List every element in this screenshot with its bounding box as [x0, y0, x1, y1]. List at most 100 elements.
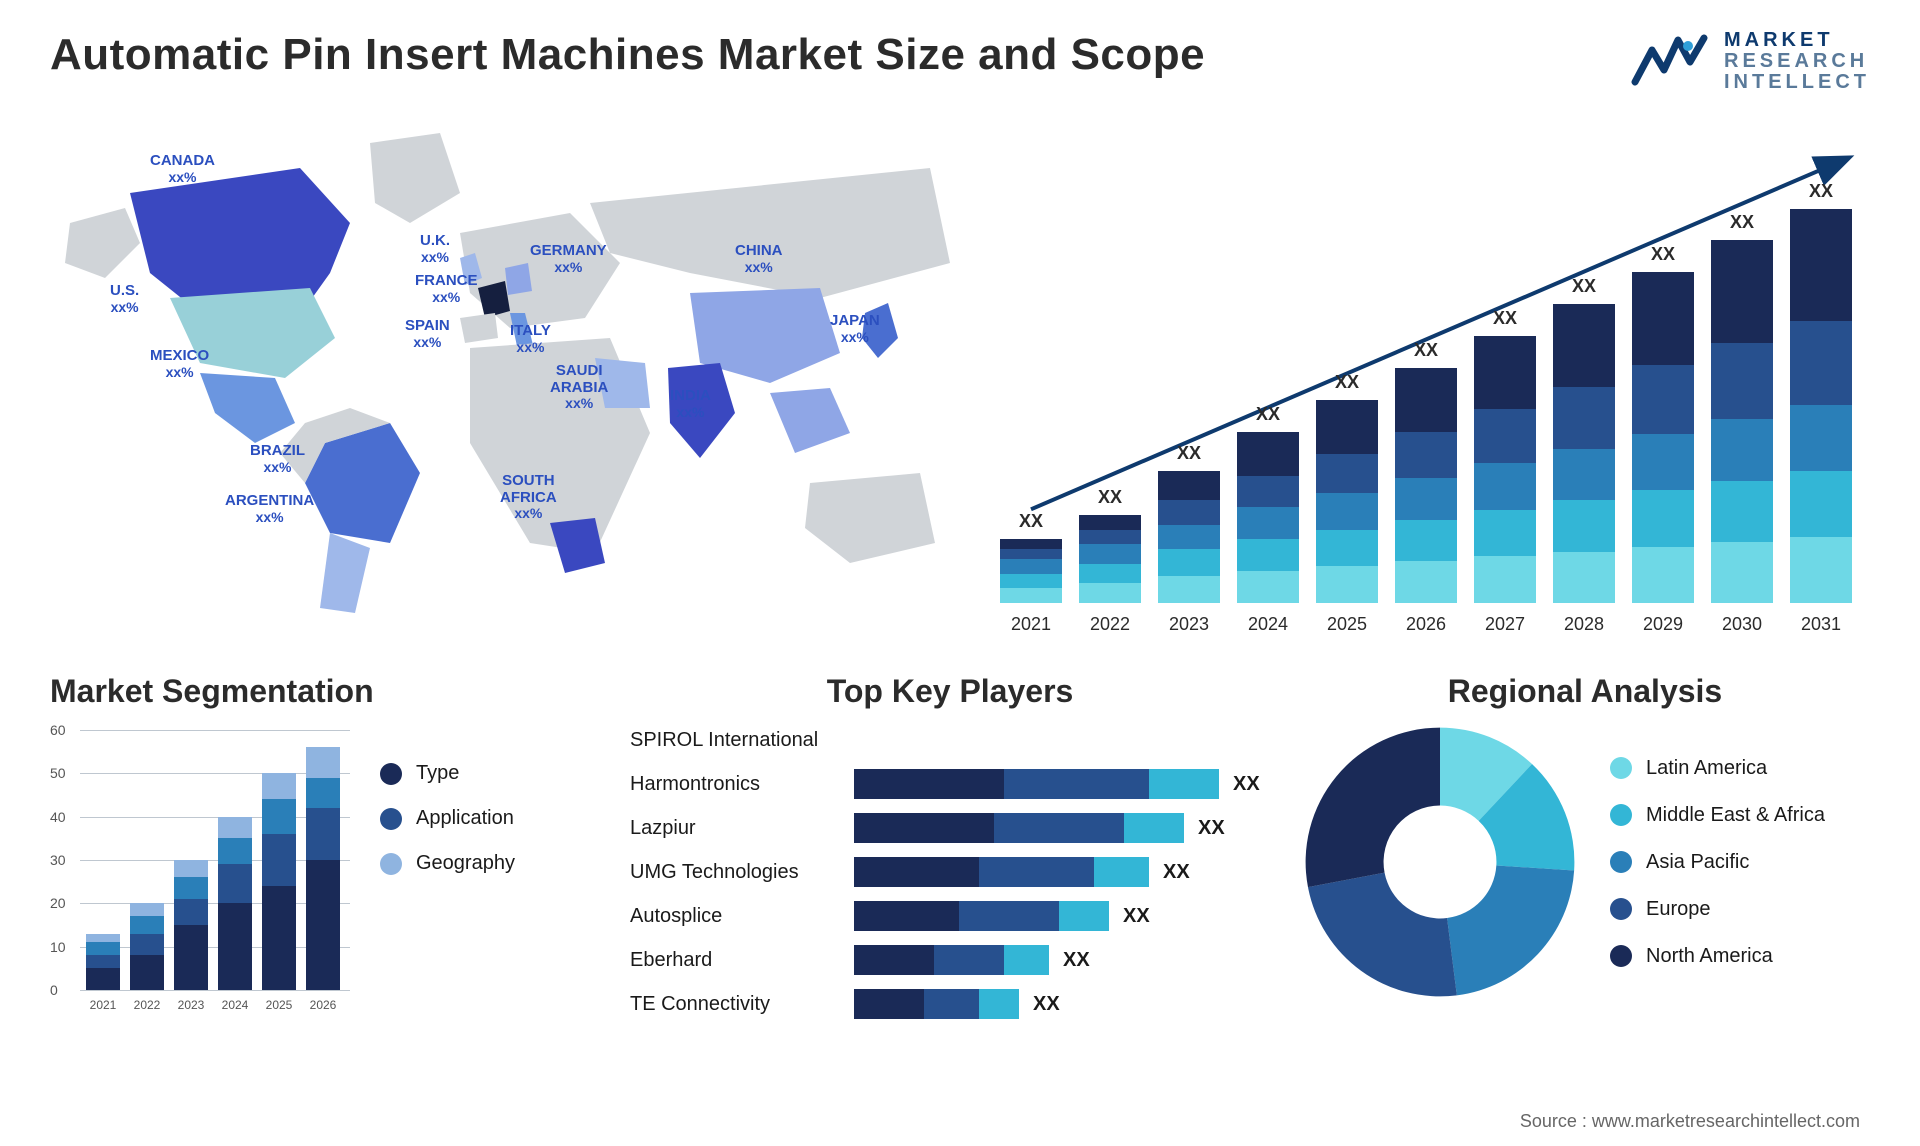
big-bar-year: 2028 — [1553, 614, 1615, 635]
player-bar-seg — [854, 901, 959, 931]
map-label-china: CHINAxx% — [735, 243, 783, 275]
seg-gridline — [80, 990, 350, 991]
legend-label: Geography — [416, 852, 515, 875]
big-bar-seg — [1474, 510, 1536, 557]
source-label: Source : www.marketresearchintellect.com — [1520, 1111, 1860, 1132]
big-bar-seg — [1079, 564, 1141, 584]
country-south-africa — [550, 518, 605, 573]
player-row: AutospliceXX — [630, 898, 1250, 934]
player-row: EberhardXX — [630, 942, 1250, 978]
big-bar-value: XX — [1790, 181, 1852, 202]
big-bar-value: XX — [1395, 340, 1457, 361]
big-bar-year: 2024 — [1237, 614, 1299, 635]
big-bar-seg — [1237, 571, 1299, 603]
player-bar-seg — [854, 857, 979, 887]
big-bar-seg — [1395, 561, 1457, 603]
player-bar — [854, 769, 1219, 799]
big-bar-year: 2026 — [1395, 614, 1457, 635]
big-bar-seg — [1790, 405, 1852, 471]
player-row: HarmontronicsXX — [630, 766, 1250, 802]
big-bar-2025: XX — [1316, 400, 1378, 603]
player-name: Eberhard — [630, 949, 840, 972]
big-bar-seg — [1237, 476, 1299, 508]
map-label-france: FRANCExx% — [415, 273, 478, 305]
seg-bar-seg — [130, 916, 164, 933]
seg-gridline — [80, 730, 350, 731]
big-bar-seg — [1790, 209, 1852, 322]
big-bar-2026: XX — [1395, 368, 1457, 603]
legend-label: Asia Pacific — [1646, 851, 1749, 874]
regional-legend-item: Middle East & Africa — [1610, 804, 1825, 827]
players-list: SPIROL InternationalHarmontronicsXXLazpi… — [630, 722, 1250, 1022]
player-bar-seg — [959, 901, 1059, 931]
big-bar-value: XX — [1316, 372, 1378, 393]
big-bar-seg — [1316, 454, 1378, 493]
donut-slice — [1306, 728, 1440, 888]
country-greenland — [370, 133, 460, 223]
map-label-brazil: BRAZILxx% — [250, 443, 305, 475]
map-label-u.s.: U.S.xx% — [110, 283, 139, 315]
seg-bar-seg — [306, 808, 340, 860]
player-bar-seg — [924, 989, 979, 1019]
big-bar-value: XX — [1158, 443, 1220, 464]
big-bar-year: 2030 — [1711, 614, 1773, 635]
seg-ytick: 40 — [50, 809, 66, 825]
big-bar-seg — [1237, 432, 1299, 476]
map-label-u.k.: U.K.xx% — [420, 233, 450, 265]
big-bar-seg — [1316, 530, 1378, 567]
logo-text-2: RESEARCH — [1724, 51, 1870, 72]
seg-bar-seg — [262, 834, 296, 886]
big-bar-value: XX — [1237, 404, 1299, 425]
seg-bar-seg — [130, 934, 164, 956]
big-bar-seg — [1790, 537, 1852, 603]
big-bar-value: XX — [1632, 244, 1694, 265]
seg-bar-seg — [174, 899, 208, 925]
legend-dot-icon — [380, 763, 402, 785]
segmentation-chart: 0102030405060202120222023202420252026 — [50, 722, 350, 1012]
big-bar-seg — [1632, 547, 1694, 603]
player-bar-seg — [854, 945, 934, 975]
legend-dot-icon — [1610, 804, 1632, 826]
big-bar-seg — [1079, 583, 1141, 603]
seg-bar-seg — [262, 799, 296, 834]
legend-label: Middle East & Africa — [1646, 804, 1825, 827]
big-bar-seg — [1553, 387, 1615, 448]
big-bar-value: XX — [1711, 212, 1773, 233]
big-bar-2023: XX — [1158, 471, 1220, 603]
map-label-india: INDIAxx% — [670, 388, 711, 420]
big-bar-seg — [1474, 336, 1536, 410]
legend-label: Latin America — [1646, 757, 1767, 780]
big-bar-seg — [1158, 471, 1220, 500]
player-bar-seg — [1124, 813, 1184, 843]
seg-bar-2026 — [306, 747, 340, 990]
player-bar-seg — [979, 857, 1094, 887]
seg-xtick: 2023 — [178, 998, 205, 1012]
big-bar-seg — [1790, 321, 1852, 404]
seg-ytick: 10 — [50, 939, 66, 955]
logo-mark-icon — [1630, 32, 1710, 92]
big-bar-year: 2023 — [1158, 614, 1220, 635]
seg-xtick: 2024 — [222, 998, 249, 1012]
seg-bar-seg — [130, 955, 164, 990]
big-bar-value: XX — [1079, 487, 1141, 508]
big-bar-seg — [1632, 365, 1694, 434]
player-value: XX — [1198, 817, 1225, 840]
big-bar-year: 2025 — [1316, 614, 1378, 635]
regional-legend-item: Latin America — [1610, 757, 1825, 780]
player-value: XX — [1163, 861, 1190, 884]
seg-bar-seg — [86, 934, 120, 943]
seg-bar-seg — [218, 817, 252, 839]
seg-ytick: 50 — [50, 765, 66, 781]
player-row: SPIROL International — [630, 722, 1250, 758]
big-bar-seg — [1158, 500, 1220, 525]
country-australia — [805, 473, 935, 563]
player-value: XX — [1123, 905, 1150, 928]
big-bar-seg — [1632, 434, 1694, 490]
big-bar-value: XX — [1474, 308, 1536, 329]
donut-slice — [1308, 873, 1457, 997]
big-bar-year: 2021 — [1000, 614, 1062, 635]
seg-xtick: 2021 — [90, 998, 117, 1012]
seg-bar-seg — [130, 903, 164, 916]
seg-ytick: 20 — [50, 895, 66, 911]
seg-bar-seg — [86, 942, 120, 955]
